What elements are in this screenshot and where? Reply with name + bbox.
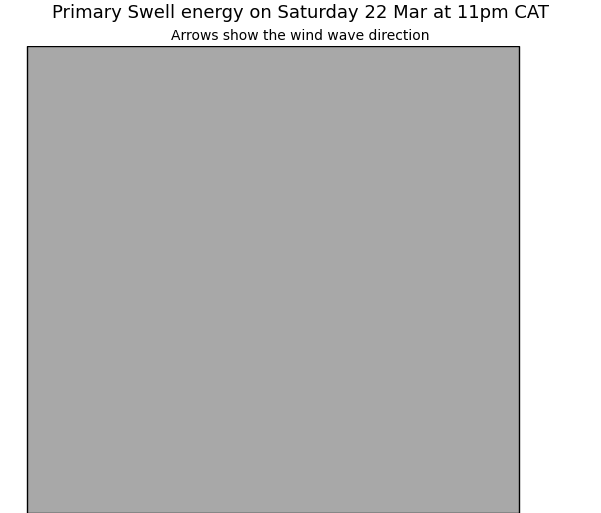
Text: Primary Swell energy on Saturday 22 Mar at 11pm CAT: Primary Swell energy on Saturday 22 Mar …	[52, 4, 549, 22]
Bar	[27, 46, 519, 513]
Text: Arrows show the wind wave direction: Arrows show the wind wave direction	[171, 29, 430, 43]
